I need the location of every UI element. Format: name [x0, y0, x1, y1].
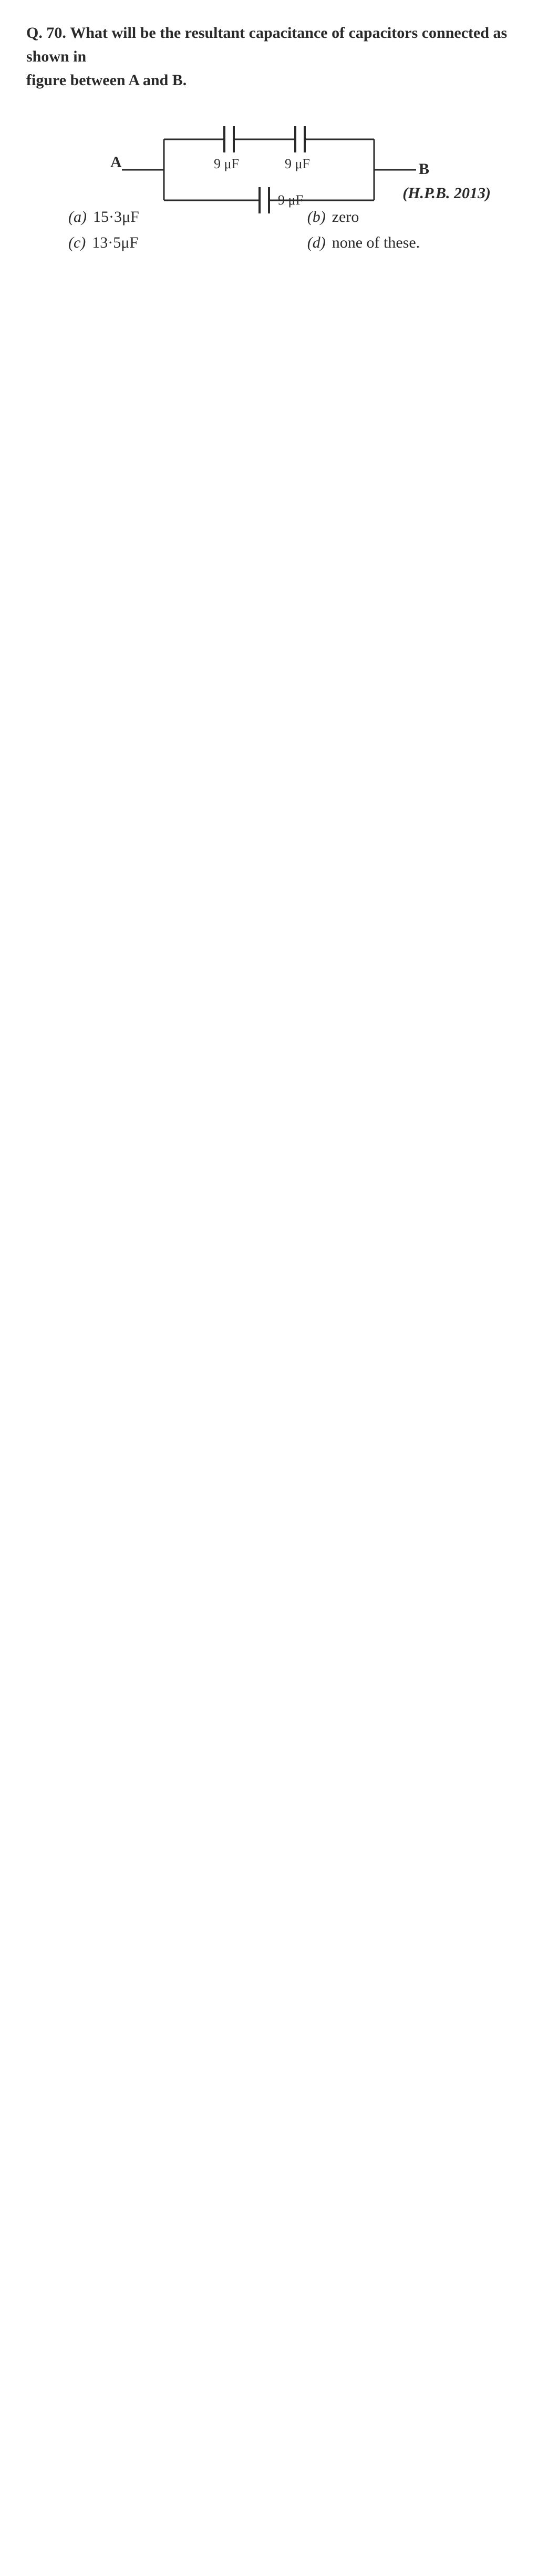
option-b-value: zero — [332, 205, 359, 229]
cap1-label: 9 μF — [214, 156, 239, 171]
question-line-2: figure between A and B. — [26, 68, 512, 92]
options-left-col: (a) 15·3μF (c) 13·5μF — [68, 205, 139, 254]
option-d-value: none of these. — [332, 231, 420, 254]
option-c-label: (c) — [68, 231, 86, 254]
cap2-label: 9 μF — [285, 156, 310, 171]
option-d-label: (d) — [307, 231, 326, 254]
option-c-value: 13·5μF — [92, 231, 138, 254]
question-page: Q. 70. What will be the resultant capaci… — [0, 0, 538, 275]
option-a-label: (a) — [68, 205, 87, 229]
question-line-1: Q. 70. What will be the resultant capaci… — [26, 21, 512, 68]
option-d: (d) none of these. — [307, 231, 420, 254]
terminal-b-label: B — [419, 160, 429, 178]
options-right-col: (b) zero (d) none of these. — [307, 205, 420, 254]
option-c: (c) 13·5μF — [68, 231, 139, 254]
option-a-value: 15·3μF — [93, 205, 139, 229]
option-b-label: (b) — [307, 205, 326, 229]
option-b: (b) zero — [307, 205, 420, 229]
option-a: (a) 15·3μF — [68, 205, 139, 229]
question-number: Q. 70. — [26, 24, 66, 42]
question-text-1: What will be the resultant capacitance o… — [26, 24, 507, 65]
terminal-a-label: A — [110, 154, 122, 171]
